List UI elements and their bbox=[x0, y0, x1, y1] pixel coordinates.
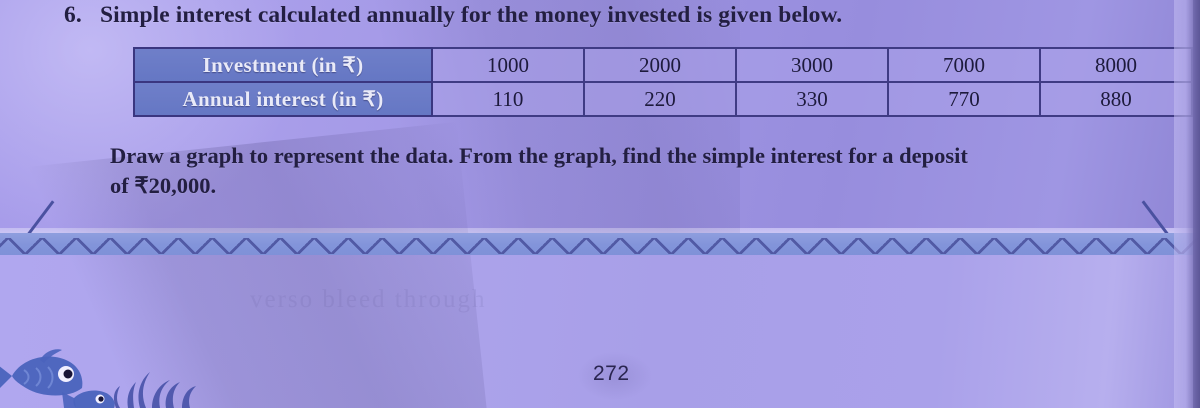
cell-interest-4: 770 bbox=[887, 81, 1041, 117]
seaweed-icon bbox=[113, 372, 196, 408]
cell-investment-1: 1000 bbox=[431, 47, 585, 83]
cell-interest-5: 880 bbox=[1039, 81, 1193, 117]
instruction-line-2: of ₹20,000. bbox=[110, 173, 217, 198]
cell-investment-3: 3000 bbox=[735, 47, 889, 83]
cell-investment-4: 7000 bbox=[887, 47, 1041, 83]
row-header-investment: Investment (in ₹) bbox=[133, 47, 433, 83]
aquatic-decoration bbox=[0, 349, 196, 408]
fish-small-icon bbox=[62, 390, 115, 408]
page-right-edge-shadow bbox=[1193, 0, 1200, 408]
table-row: Investment (in ₹) 1000 2000 3000 7000 80… bbox=[133, 47, 1193, 83]
table-row: Annual interest (in ₹) 110 220 330 770 8… bbox=[133, 81, 1193, 117]
cell-investment-2: 2000 bbox=[583, 47, 737, 83]
cell-investment-5: 8000 bbox=[1039, 47, 1193, 83]
cell-interest-2: 220 bbox=[583, 81, 737, 117]
fish-icon bbox=[0, 349, 83, 396]
cell-interest-3: 330 bbox=[735, 81, 889, 117]
instruction-line-1: Draw a graph to represent the data. From… bbox=[110, 143, 968, 168]
investment-interest-table: Investment (in ₹) 1000 2000 3000 7000 80… bbox=[133, 47, 1193, 117]
question-heading: 6. Simple interest calculated annually f… bbox=[64, 2, 1144, 29]
instruction-paragraph: Draw a graph to represent the data. From… bbox=[110, 141, 1190, 201]
row-header-annual-interest: Annual interest (in ₹) bbox=[133, 81, 433, 117]
cell-interest-1: 110 bbox=[431, 81, 585, 117]
paper-lower-surface bbox=[0, 248, 1200, 408]
zigzag-border-strip bbox=[0, 233, 1200, 255]
page-number: 272 bbox=[593, 362, 630, 385]
question-number: 6. bbox=[64, 2, 82, 28]
question-text: Simple interest calculated annually for … bbox=[100, 2, 843, 28]
zigzag-pattern-icon bbox=[0, 238, 1200, 254]
